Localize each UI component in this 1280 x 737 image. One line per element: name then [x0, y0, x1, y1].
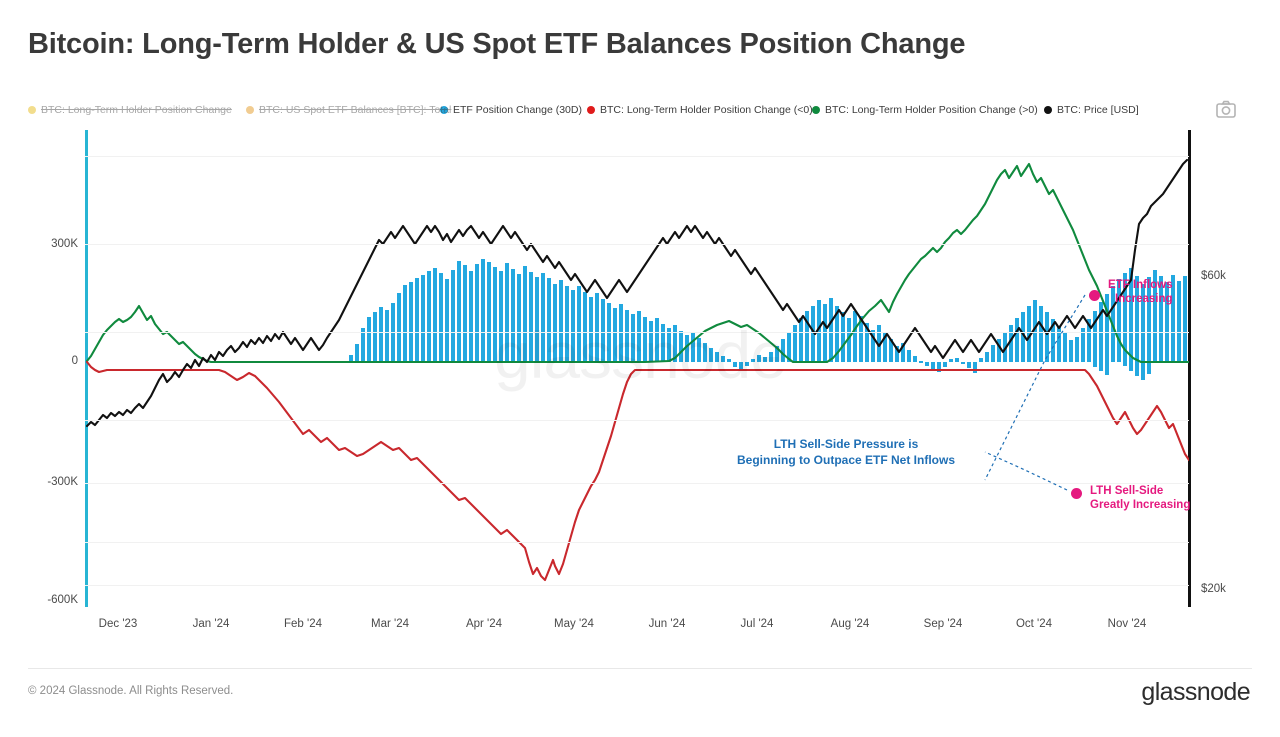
- gridline: [85, 420, 1189, 421]
- legend-item-lth-position-change-negative[interactable]: BTC: Long-Term Holder Position Change (<…: [587, 104, 813, 116]
- annotation-etf-inflows: ETF Inflows Increasing: [1108, 278, 1173, 306]
- left-axis-line: [85, 130, 88, 607]
- legend-color-swatch: [28, 106, 36, 114]
- xtick-may-24: May '24: [554, 618, 594, 630]
- xtick-jan-24: Jan '24: [192, 618, 230, 630]
- ytick-left-neg300k: -300K: [47, 476, 78, 488]
- chart-canvas: [85, 158, 1189, 582]
- legend-item-label: BTC: Long-Term Holder Position Change (<…: [600, 104, 813, 116]
- annotation-marker-etf-inflows: [1089, 290, 1100, 301]
- series-btc-price: [85, 158, 1189, 428]
- legend-item-etf-position-change-30d[interactable]: ETF Position Change (30D): [440, 104, 587, 116]
- legend-color-swatch: [246, 106, 254, 114]
- right-axis-line: [1188, 130, 1191, 607]
- ytick-right-60k: $60k: [1201, 270, 1226, 282]
- annotation-line-1: ETF Inflows: [1108, 279, 1173, 291]
- legend-item-btc-price[interactable]: BTC: Price [USD]: [1044, 104, 1139, 116]
- legend-item-label: BTC: US Spot ETF Balances [BTC]: Total: [259, 104, 452, 116]
- xtick-feb-24: Feb '24: [284, 618, 322, 630]
- ytick-left-0: 0: [71, 355, 78, 367]
- xtick-jun-24: Jun '24: [648, 618, 686, 630]
- annotation-line-2: Greatly Increasing: [1090, 499, 1191, 511]
- ytick-left-300k: 300K: [51, 238, 78, 250]
- annotation-marker-lth-sellside: [1071, 488, 1082, 499]
- legend-item-label: ETF Position Change (30D): [453, 104, 582, 116]
- gridline: [85, 156, 1189, 157]
- legend-item-us-spot-etf-balances[interactable]: BTC: US Spot ETF Balances [BTC]: Total: [246, 104, 451, 116]
- xtick-sep-24: Sep '24: [923, 618, 963, 630]
- camera-icon[interactable]: [1216, 100, 1236, 118]
- gridline: [85, 483, 1189, 484]
- ytick-right-20k: $20k: [1201, 583, 1226, 595]
- annotation-line-1: LTH Sell-Side Pressure is: [773, 437, 919, 451]
- xtick-oct-24: Oct '24: [1015, 618, 1053, 630]
- legend-color-swatch: [440, 106, 448, 114]
- xtick-jul-24: Jul '24: [740, 618, 774, 630]
- annotation-lth-sellside: LTH Sell-Side Greatly Increasing: [1090, 484, 1190, 512]
- xtick-apr-24: Apr '24: [465, 618, 503, 630]
- gridline: [85, 244, 1189, 245]
- page-title: Bitcoin: Long-Term Holder & US Spot ETF …: [28, 28, 966, 60]
- footer-divider: [28, 668, 1252, 669]
- gridline: [85, 332, 1189, 333]
- legend-item-lth-position-change[interactable]: BTC: Long-Term Holder Position Change: [28, 104, 246, 116]
- xtick-mar-24: Mar '24: [371, 618, 409, 630]
- gridline: [85, 585, 1189, 586]
- gridline: [85, 542, 1189, 543]
- xtick-aug-24: Aug '24: [830, 618, 870, 630]
- annotation-line-2: Increasing: [1115, 293, 1173, 305]
- legend-color-swatch: [587, 106, 595, 114]
- series-lth-position-change-positive: [85, 162, 1189, 364]
- copyright-text: © 2024 Glassnode. All Rights Reserved.: [28, 685, 234, 697]
- legend-item-label: BTC: Price [USD]: [1057, 104, 1139, 116]
- legend-item-label: BTC: Long-Term Holder Position Change (>…: [825, 104, 1038, 116]
- annotation-line-1: LTH Sell-Side: [1090, 485, 1164, 497]
- legend-color-swatch: [812, 106, 820, 114]
- legend-color-swatch: [1044, 106, 1052, 114]
- glassnode-logo: glassnode: [1141, 678, 1250, 706]
- series-lth-position-change-negative: [85, 360, 1189, 582]
- legend-item-label: BTC: Long-Term Holder Position Change: [41, 104, 232, 116]
- legend-item-lth-position-change-positive[interactable]: BTC: Long-Term Holder Position Change (>…: [812, 104, 1044, 116]
- xtick-dec-23: Dec '23: [98, 618, 138, 630]
- xtick-nov-24: Nov '24: [1107, 618, 1147, 630]
- chart-legend: BTC: Long-Term Holder Position Change BT…: [28, 101, 1208, 119]
- annotation-lth-pressure: LTH Sell-Side Pressure is Beginning to O…: [737, 436, 955, 468]
- annotation-line-2: Beginning to Outpace ETF Net Inflows: [737, 453, 955, 467]
- ytick-left-neg600k: -600K: [47, 594, 78, 606]
- plot-area: [85, 130, 1189, 607]
